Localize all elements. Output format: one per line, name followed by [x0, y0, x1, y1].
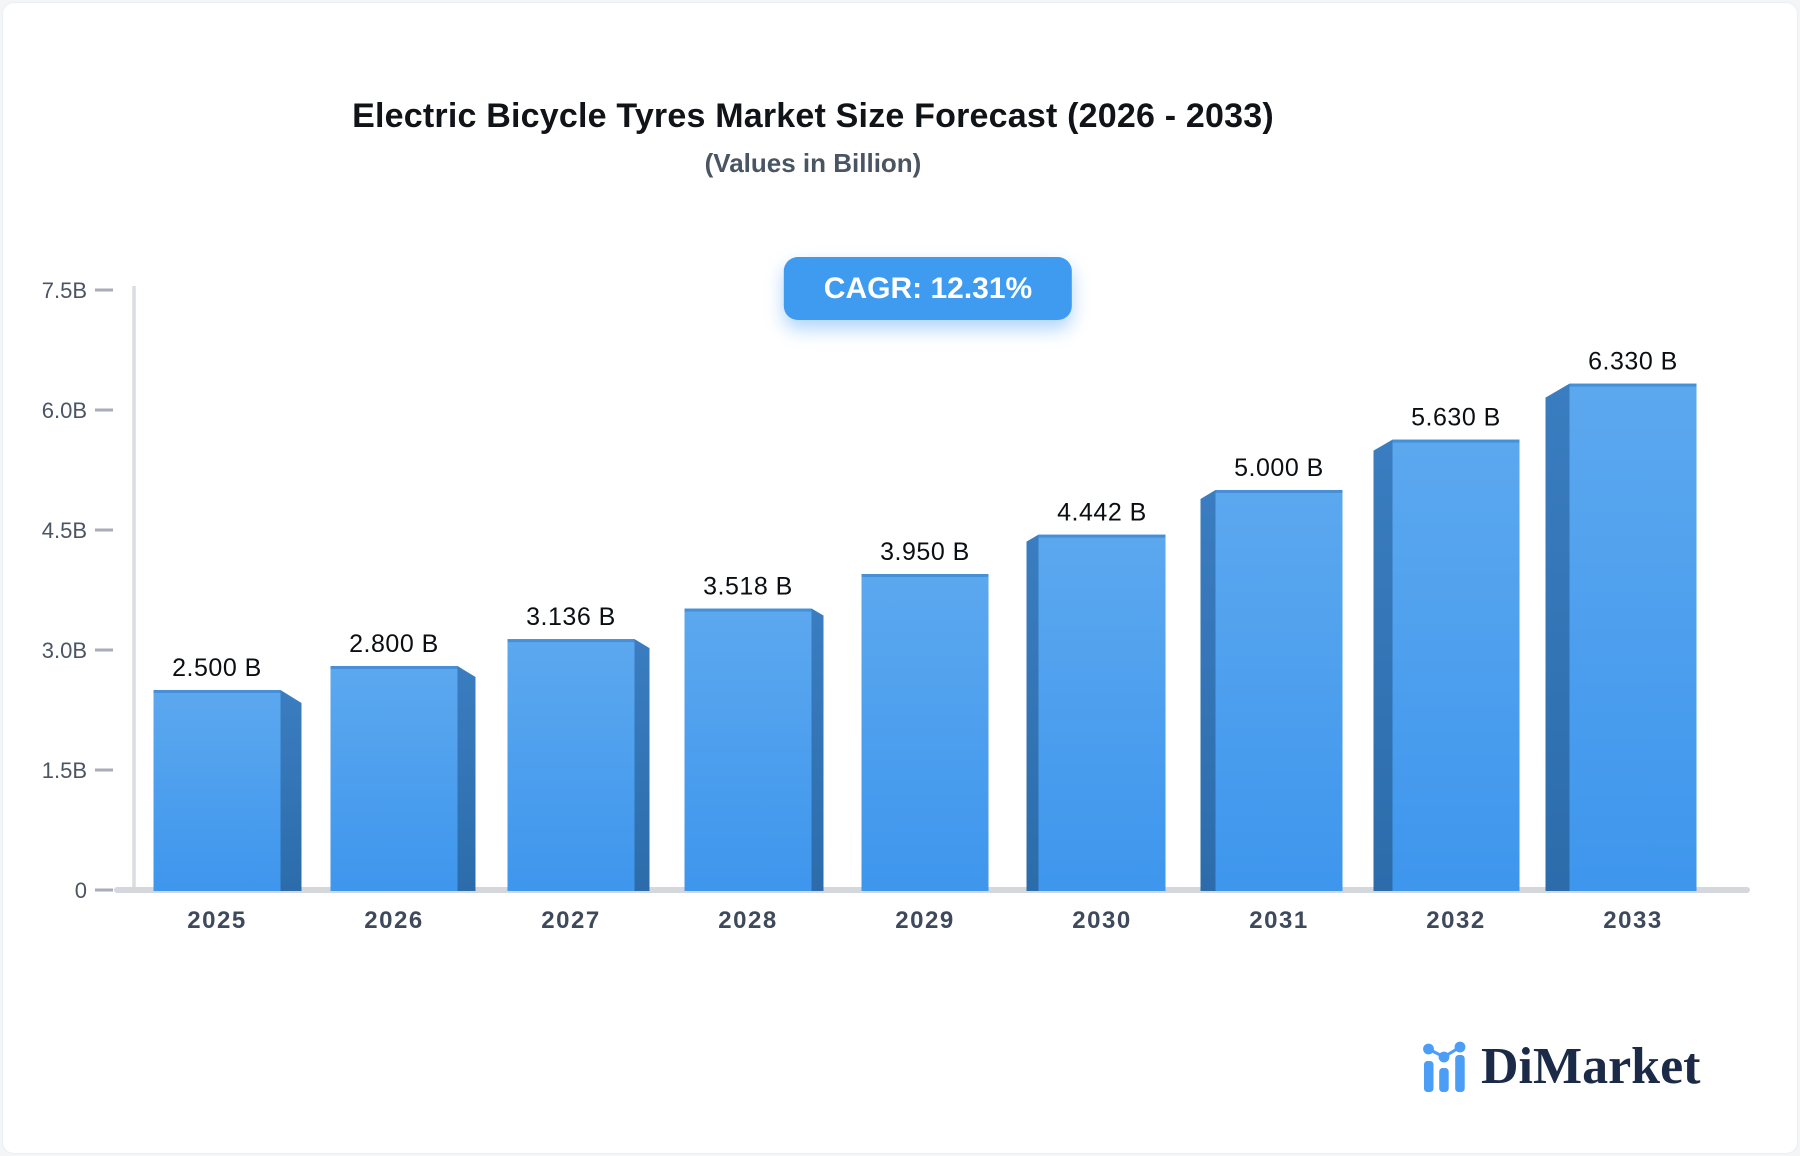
x-axis-label: 2027: [541, 907, 600, 934]
bar-side-2025: [280, 690, 302, 891]
y-tick-label: 4.5B: [42, 518, 87, 543]
bar-top-edge-2025: [153, 690, 281, 693]
cagr-badge: CAGR: 12.31%: [783, 257, 1073, 320]
y-tick-label: 1.5B: [42, 758, 87, 783]
bar-top-edge-2033: [1569, 383, 1697, 387]
logo-wordmark: DiMarket: [1481, 1038, 1701, 1095]
bar-2033: [1569, 383, 1697, 891]
bar-side-2030: [1026, 534, 1039, 891]
bar-top-edge-2031: [1215, 490, 1343, 493]
x-axis-label: 2031: [1249, 907, 1308, 934]
bar-side-2026: [457, 666, 476, 891]
bar-side-2028: [811, 608, 824, 891]
chart-subtitle: (Values in Billion): [704, 148, 922, 178]
bar-2027: [507, 639, 635, 891]
y-tick-label: 7.5B: [42, 278, 87, 303]
x-axis-label: 2025: [187, 907, 246, 934]
bar-2029: [861, 574, 989, 891]
x-axis-label: 2026: [364, 907, 423, 934]
bar-side-2031: [1200, 490, 1216, 891]
x-axis-label: 2033: [1603, 907, 1662, 934]
bar-2030: [1038, 534, 1166, 891]
bar-value-label: 3.518 B: [703, 573, 793, 601]
bar-top-edge-2030: [1038, 534, 1166, 538]
bar-2025: [153, 690, 281, 891]
x-axis-label: 2032: [1426, 907, 1485, 934]
bar-side-2032: [1373, 439, 1393, 891]
bar-top-edge-2032: [1392, 439, 1520, 443]
chart-title: Electric Bicycle Tyres Market Size Forec…: [352, 97, 1274, 135]
bar-value-label: 5.000 B: [1234, 454, 1324, 482]
x-axis-label: 2029: [895, 907, 954, 934]
y-tick-label: 0: [75, 878, 87, 903]
bar-value-label: 2.500 B: [172, 654, 262, 682]
bar-value-label: 5.630 B: [1411, 404, 1501, 432]
bar-2031: [1215, 490, 1343, 891]
bar-2032: [1392, 439, 1520, 891]
y-tick-label: 6.0B: [42, 398, 87, 423]
bar-top-edge-2028: [684, 608, 812, 612]
bar-value-label: 4.442 B: [1057, 499, 1147, 527]
bar-side-2033: [1545, 383, 1570, 891]
bar-2026: [330, 666, 458, 891]
bar-value-label: 3.136 B: [526, 603, 616, 631]
bar-2028: [684, 608, 812, 891]
bar-chart: 0 1.5B 3.0B 4.5B 6.0B 7.5B 2.500 B 2025 2.800 B 2…: [42, 278, 1750, 934]
bar-top-edge-2029: [861, 574, 989, 577]
bar-chart-logo-icon: [1423, 1041, 1466, 1092]
x-axis-label: 2030: [1072, 907, 1131, 934]
bar-value-label: 2.800 B: [349, 630, 439, 658]
bar-top-edge-2026: [330, 666, 458, 669]
dimarket-logo: DiMarket: [1422, 1041, 1700, 1095]
x-axis-label: 2028: [718, 907, 777, 934]
bar-side-2027: [634, 639, 650, 891]
bar-value-label: 3.950 B: [880, 538, 970, 566]
bar-top-edge-2027: [507, 639, 635, 643]
bar-value-label: 6.330 B: [1588, 348, 1678, 376]
y-tick-label: 3.0B: [42, 638, 87, 663]
chart-header: Electric Bicycle Tyres Market Size Forec…: [3, 97, 1623, 179]
